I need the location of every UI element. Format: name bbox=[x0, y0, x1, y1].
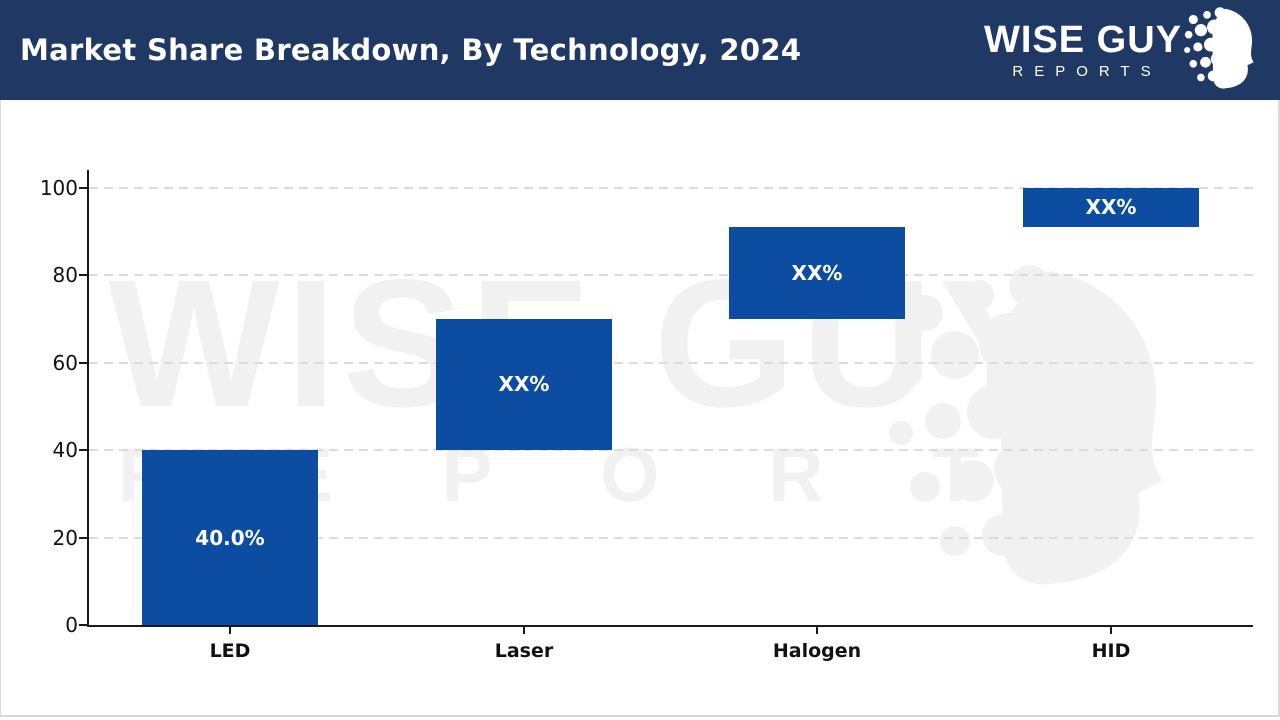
y-axis-tick-mark bbox=[79, 274, 87, 276]
x-axis-category-label: HID bbox=[1091, 640, 1131, 662]
y-axis-tick-label: 20 bbox=[52, 525, 78, 550]
bar-value-label: XX% bbox=[791, 260, 843, 285]
waterfall-bar-halogen: XX% bbox=[729, 226, 905, 319]
y-gridline bbox=[89, 361, 1253, 364]
y-axis-tick-label: 60 bbox=[52, 350, 78, 375]
bar-value-label: XX% bbox=[498, 372, 550, 397]
x-axis-line bbox=[87, 625, 1253, 627]
logo-text: WISE GUY REPORTS bbox=[984, 21, 1182, 79]
x-axis-category-label: Laser bbox=[494, 640, 554, 662]
y-axis-tick-mark bbox=[79, 361, 87, 364]
x-axis-tick-mark bbox=[1110, 627, 1112, 634]
y-axis-tick-mark bbox=[79, 536, 87, 539]
waterfall-bar-led: 40.0% bbox=[142, 450, 318, 625]
y-gridline bbox=[89, 274, 1253, 276]
logo-wordmark: WISE GUY bbox=[983, 19, 1182, 61]
bar-value-label: 40.0% bbox=[195, 525, 265, 550]
x-axis-tick-mark bbox=[523, 627, 525, 634]
y-axis-line bbox=[87, 170, 89, 627]
head-profile-dots-icon bbox=[1184, 7, 1254, 89]
y-gridline bbox=[89, 186, 1253, 189]
y-axis-tick-mark bbox=[79, 186, 87, 189]
y-axis-tick-mark bbox=[79, 624, 87, 626]
header: Market Share Breakdown, By Technology, 2… bbox=[0, 0, 1280, 100]
y-gridline bbox=[89, 536, 1253, 539]
page-title: Market Share Breakdown, By Technology, 2… bbox=[20, 33, 802, 67]
wise-guy-reports-logo: WISE GUY REPORTS bbox=[984, 4, 1262, 96]
watermark-head-profile-icon bbox=[889, 265, 1162, 585]
y-axis-tick-label: 100 bbox=[39, 175, 78, 200]
logo-subtext: REPORTS bbox=[1012, 63, 1162, 80]
y-axis-tick-label: 40 bbox=[52, 438, 78, 462]
y-gridline bbox=[89, 449, 1253, 451]
waterfall-bar-hid: XX% bbox=[1023, 187, 1199, 227]
y-axis-tick-label: 0 bbox=[65, 613, 78, 637]
waterfall-bar-laser: XX% bbox=[436, 318, 612, 450]
x-axis-tick-mark bbox=[229, 627, 231, 634]
bar-value-label: XX% bbox=[1085, 195, 1137, 220]
y-axis-tick-mark bbox=[79, 449, 87, 451]
x-axis-category-label: LED bbox=[209, 640, 251, 662]
x-axis-category-label: Halogen bbox=[772, 640, 862, 662]
x-axis-tick-mark bbox=[816, 627, 818, 634]
y-axis-tick-label: 80 bbox=[52, 263, 78, 287]
